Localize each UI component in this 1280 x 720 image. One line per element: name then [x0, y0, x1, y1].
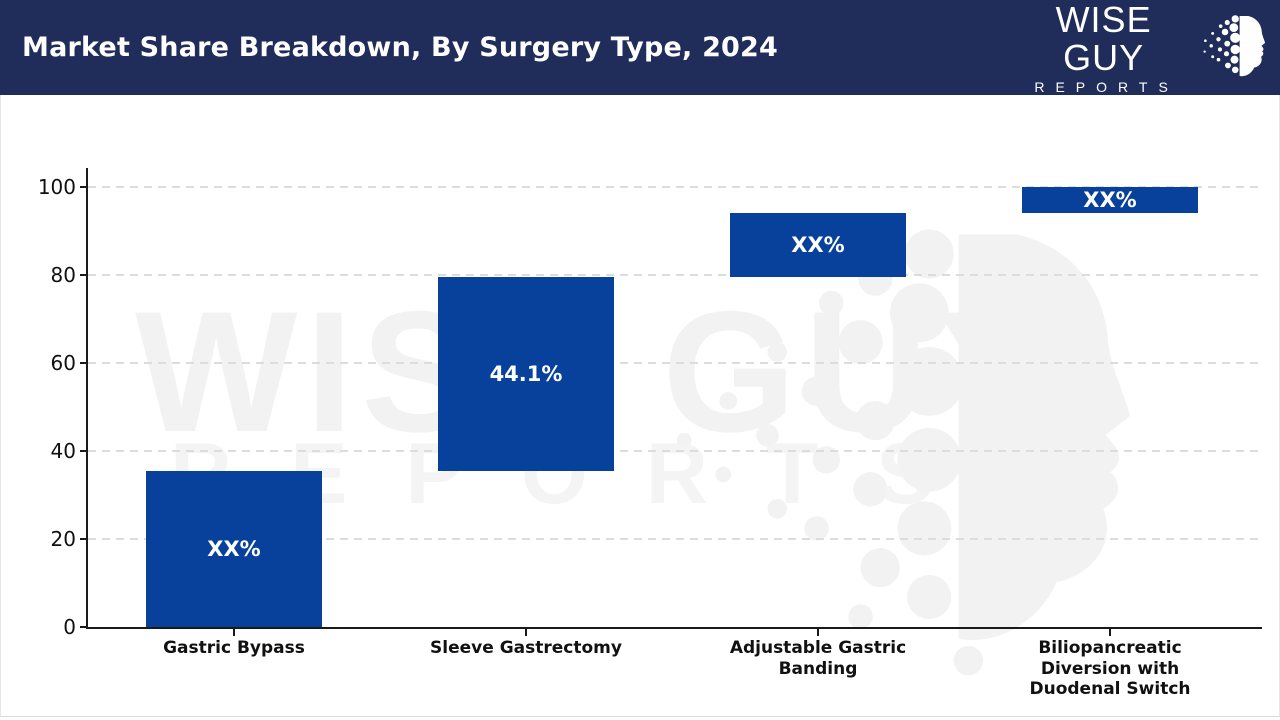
- x-axis-line: [86, 627, 1262, 629]
- category-label-2: Adjustable Gastric Banding: [729, 638, 907, 679]
- x-tick-0: [233, 629, 235, 636]
- gridline-y-100: [88, 186, 1262, 188]
- y-tick-label-100: 100: [37, 175, 76, 199]
- left-hairline: [0, 95, 1, 717]
- gridline-y-40: [88, 450, 1262, 452]
- y-tick-60: [80, 362, 88, 364]
- y-tick-label-60: 60: [50, 351, 76, 375]
- y-tick-40: [80, 450, 88, 452]
- y-tick-label-80: 80: [50, 263, 76, 287]
- brand-logo: WISE GUY REPORTS: [1016, 1, 1266, 95]
- page-title: Market Share Breakdown, By Surgery Type,…: [22, 32, 779, 63]
- category-label-0: Gastric Bypass: [163, 638, 305, 658]
- y-tick-label-20: 20: [50, 527, 76, 551]
- y-tick-label-40: 40: [50, 439, 76, 463]
- brand-subname: REPORTS: [1034, 79, 1179, 95]
- gridline-y-60: [88, 362, 1262, 364]
- bar-1: 44.1%: [438, 277, 614, 472]
- bar-value-label-1: 44.1%: [489, 362, 563, 387]
- bar-value-label-2: XX%: [791, 233, 845, 258]
- category-label-3: Biliopancreatic Diversion with Duodenal …: [1029, 638, 1191, 699]
- gridline-y-20: [88, 538, 1262, 540]
- bar-0: XX%: [146, 471, 322, 627]
- header: Market Share Breakdown, By Surgery Type,…: [0, 0, 1280, 95]
- brand-name: WISE GUY: [1055, 0, 1152, 78]
- category-label-1: Sleeve Gastrectomy: [430, 638, 622, 658]
- y-axis-line: [86, 168, 88, 629]
- x-tick-1: [525, 629, 527, 636]
- bar-2: XX%: [730, 212, 906, 278]
- y-tick-20: [80, 538, 88, 540]
- bottom-hairline: [0, 716, 1280, 717]
- brand-head-icon: [1203, 15, 1266, 77]
- y-tick-100: [80, 186, 88, 188]
- x-tick-2: [817, 629, 819, 636]
- bar-value-label-0: XX%: [207, 537, 261, 562]
- bar-value-label-3: XX%: [1083, 187, 1137, 212]
- brand-logo-text: WISE GUY REPORTS: [1016, 0, 1191, 96]
- x-tick-3: [1109, 629, 1111, 636]
- y-tick-80: [80, 274, 88, 276]
- bar-3: XX%: [1022, 187, 1198, 213]
- gridline-y-80: [88, 274, 1262, 276]
- y-tick-label-0: 0: [63, 615, 76, 639]
- y-tick-0: [80, 626, 88, 628]
